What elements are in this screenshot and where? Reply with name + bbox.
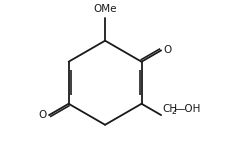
Text: 2: 2 [171, 107, 176, 116]
Text: O: O [39, 110, 47, 120]
Text: OMe: OMe [93, 4, 117, 14]
Text: CH: CH [163, 104, 178, 114]
Text: O: O [163, 45, 171, 55]
Text: —OH: —OH [174, 104, 201, 114]
